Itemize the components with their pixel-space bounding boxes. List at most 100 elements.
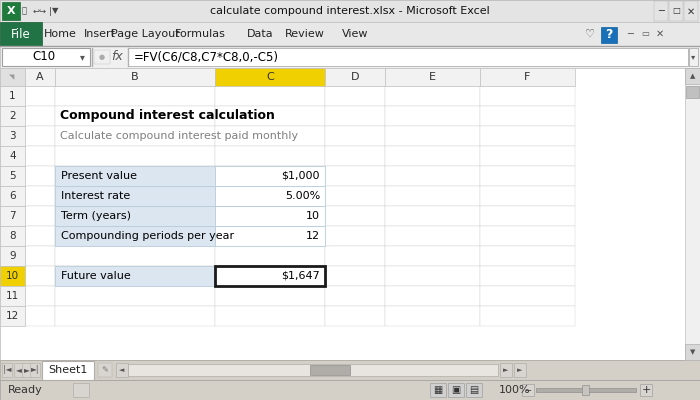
Bar: [385, 166, 480, 186]
Bar: [25, 106, 55, 126]
Bar: [0, 22, 700, 46]
Text: 6: 6: [9, 191, 16, 201]
Bar: [55, 186, 215, 206]
Bar: [325, 206, 385, 226]
Bar: [55, 266, 215, 286]
Bar: [55, 206, 215, 226]
Bar: [55, 306, 215, 326]
Bar: [215, 106, 325, 126]
Bar: [0, 306, 25, 326]
Bar: [128, 364, 498, 376]
Text: Sheet1: Sheet1: [48, 365, 88, 375]
Text: 7: 7: [9, 211, 16, 221]
Text: calculate compound interest.xlsx - Microsoft Excel: calculate compound interest.xlsx - Micro…: [210, 6, 490, 16]
Text: ▾: ▾: [80, 52, 85, 62]
Bar: [385, 126, 480, 146]
Bar: [94, 50, 110, 64]
Bar: [0, 206, 25, 226]
Bar: [385, 86, 480, 106]
Bar: [601, 27, 617, 43]
Bar: [500, 363, 512, 377]
Bar: [55, 166, 215, 186]
Bar: [325, 146, 385, 166]
Text: Term (years): Term (years): [61, 211, 131, 221]
Text: E: E: [429, 72, 436, 82]
Bar: [0, 0, 700, 22]
Text: ↪: ↪: [38, 6, 46, 16]
Bar: [14, 363, 24, 377]
Text: ▼: ▼: [690, 349, 695, 355]
Text: Home: Home: [43, 29, 76, 39]
Bar: [684, 1, 698, 21]
Bar: [215, 166, 325, 186]
Text: Compounding periods per year: Compounding periods per year: [61, 231, 234, 241]
Bar: [685, 344, 700, 360]
Bar: [55, 146, 215, 166]
Text: ▭: ▭: [641, 30, 649, 38]
Bar: [25, 68, 55, 86]
Text: Page Layout: Page Layout: [111, 29, 179, 39]
Bar: [480, 306, 575, 326]
Bar: [480, 186, 575, 206]
Bar: [2, 2, 20, 20]
Text: Ready: Ready: [8, 385, 43, 395]
Bar: [385, 206, 480, 226]
Bar: [73, 383, 89, 397]
Bar: [480, 86, 575, 106]
Bar: [215, 68, 325, 86]
Bar: [55, 86, 215, 106]
Bar: [215, 266, 325, 286]
Text: 5.00%: 5.00%: [285, 191, 320, 201]
Text: 12: 12: [306, 231, 320, 241]
Bar: [0, 266, 25, 286]
Bar: [0, 360, 700, 380]
Bar: [522, 384, 534, 396]
Bar: [0, 226, 25, 246]
Text: ►: ►: [517, 367, 523, 373]
Bar: [480, 126, 575, 146]
Bar: [385, 286, 480, 306]
Bar: [669, 1, 683, 21]
Text: 8: 8: [9, 231, 16, 241]
Text: 11: 11: [6, 291, 19, 301]
Text: 10: 10: [306, 211, 320, 221]
Bar: [385, 246, 480, 266]
Bar: [325, 106, 385, 126]
Bar: [0, 166, 25, 186]
Bar: [0, 146, 25, 166]
Text: Calculate compound interest paid monthly: Calculate compound interest paid monthly: [60, 131, 298, 141]
Text: ◥: ◥: [9, 74, 15, 80]
Text: ●: ●: [99, 54, 105, 60]
Text: ✕: ✕: [687, 7, 695, 17]
Bar: [215, 306, 325, 326]
Bar: [686, 86, 699, 98]
Text: A: A: [36, 72, 44, 82]
Text: D: D: [351, 72, 359, 82]
Bar: [325, 166, 385, 186]
Bar: [42, 361, 94, 380]
Bar: [215, 186, 325, 206]
Text: ▾: ▾: [691, 52, 695, 62]
Bar: [128, 48, 688, 66]
Bar: [325, 126, 385, 146]
Bar: [480, 146, 575, 166]
Bar: [215, 226, 325, 246]
Text: $1,000: $1,000: [281, 171, 320, 181]
Bar: [325, 306, 385, 326]
Bar: [215, 226, 325, 246]
Bar: [0, 68, 25, 86]
Bar: [55, 186, 215, 206]
Text: ▣: ▣: [452, 385, 461, 395]
Text: ─: ─: [627, 29, 633, 39]
Bar: [0, 106, 25, 126]
Bar: [215, 266, 325, 286]
Bar: [480, 226, 575, 246]
Bar: [2, 363, 12, 377]
Text: ▤: ▤: [470, 385, 479, 395]
Bar: [25, 246, 55, 266]
Text: 4: 4: [9, 151, 16, 161]
Bar: [480, 166, 575, 186]
Bar: [215, 86, 325, 106]
Bar: [215, 206, 325, 226]
Text: Formulas: Formulas: [174, 29, 225, 39]
